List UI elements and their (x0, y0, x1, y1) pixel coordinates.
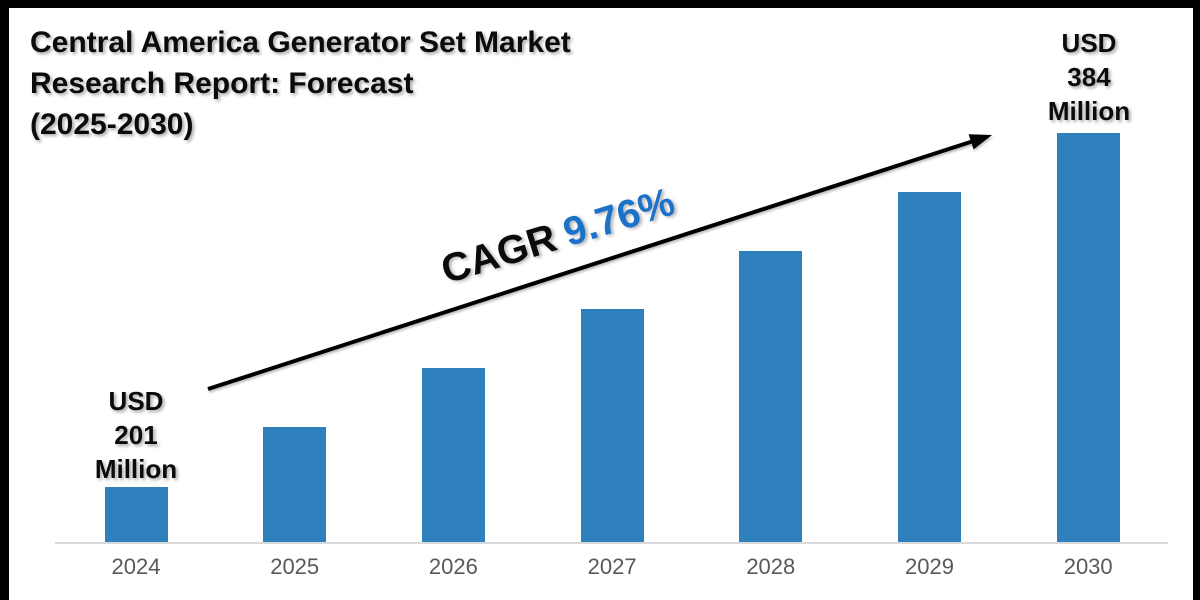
data-label-2024-line2: 201 (114, 420, 158, 450)
cagr-value: 9.76% (558, 179, 680, 255)
bar-2027 (580, 309, 644, 543)
data-label-2030: USD 384 Million (999, 26, 1179, 128)
x-axis-label-2029: 2029 (905, 554, 954, 579)
frame-right-border (1193, 0, 1200, 600)
data-label-2024-line3: Million (94, 454, 178, 484)
bar-2029 (898, 192, 961, 543)
x-axis-label-2030: 2030 (1063, 554, 1113, 579)
frame-left-border (0, 0, 9, 600)
x-axis-label-2028: 2028 (746, 554, 796, 579)
chart-title-line1: Central America Generator Set Market (30, 26, 571, 59)
data-label-2024: USD 201 Million (46, 384, 226, 486)
frame-top-border (0, 0, 1200, 8)
data-label-2030-line1: USD (1061, 28, 1117, 58)
chart-title-line3: (2025-2030) (30, 108, 194, 141)
data-label-2030-line3: Million (1047, 96, 1131, 126)
chart-title: Central America Generator Set Market Res… (30, 22, 690, 145)
x-axis-label-2024: 2024 (111, 554, 161, 579)
data-label-2030-line2: 384 (1067, 62, 1111, 92)
bar-2025 (263, 427, 327, 543)
data-label-2024-line1: USD (108, 386, 164, 416)
chart-title-line2: Research Report: Forecast (30, 67, 414, 100)
x-axis-label-2025: 2025 (270, 554, 320, 579)
cagr-prefix: CAGR (436, 215, 562, 293)
bar-2026 (421, 368, 485, 543)
x-axis-label-2027: 2027 (587, 554, 637, 579)
bar-2030 (1056, 133, 1120, 543)
x-axis-line (55, 542, 1168, 544)
bar-2024 (104, 487, 168, 543)
x-axis-label-2026: 2026 (428, 554, 478, 579)
growth-arrow-head (968, 134, 992, 150)
bar-2028 (739, 251, 803, 543)
cagr-annotation: CAGR9.76% (408, 171, 708, 302)
